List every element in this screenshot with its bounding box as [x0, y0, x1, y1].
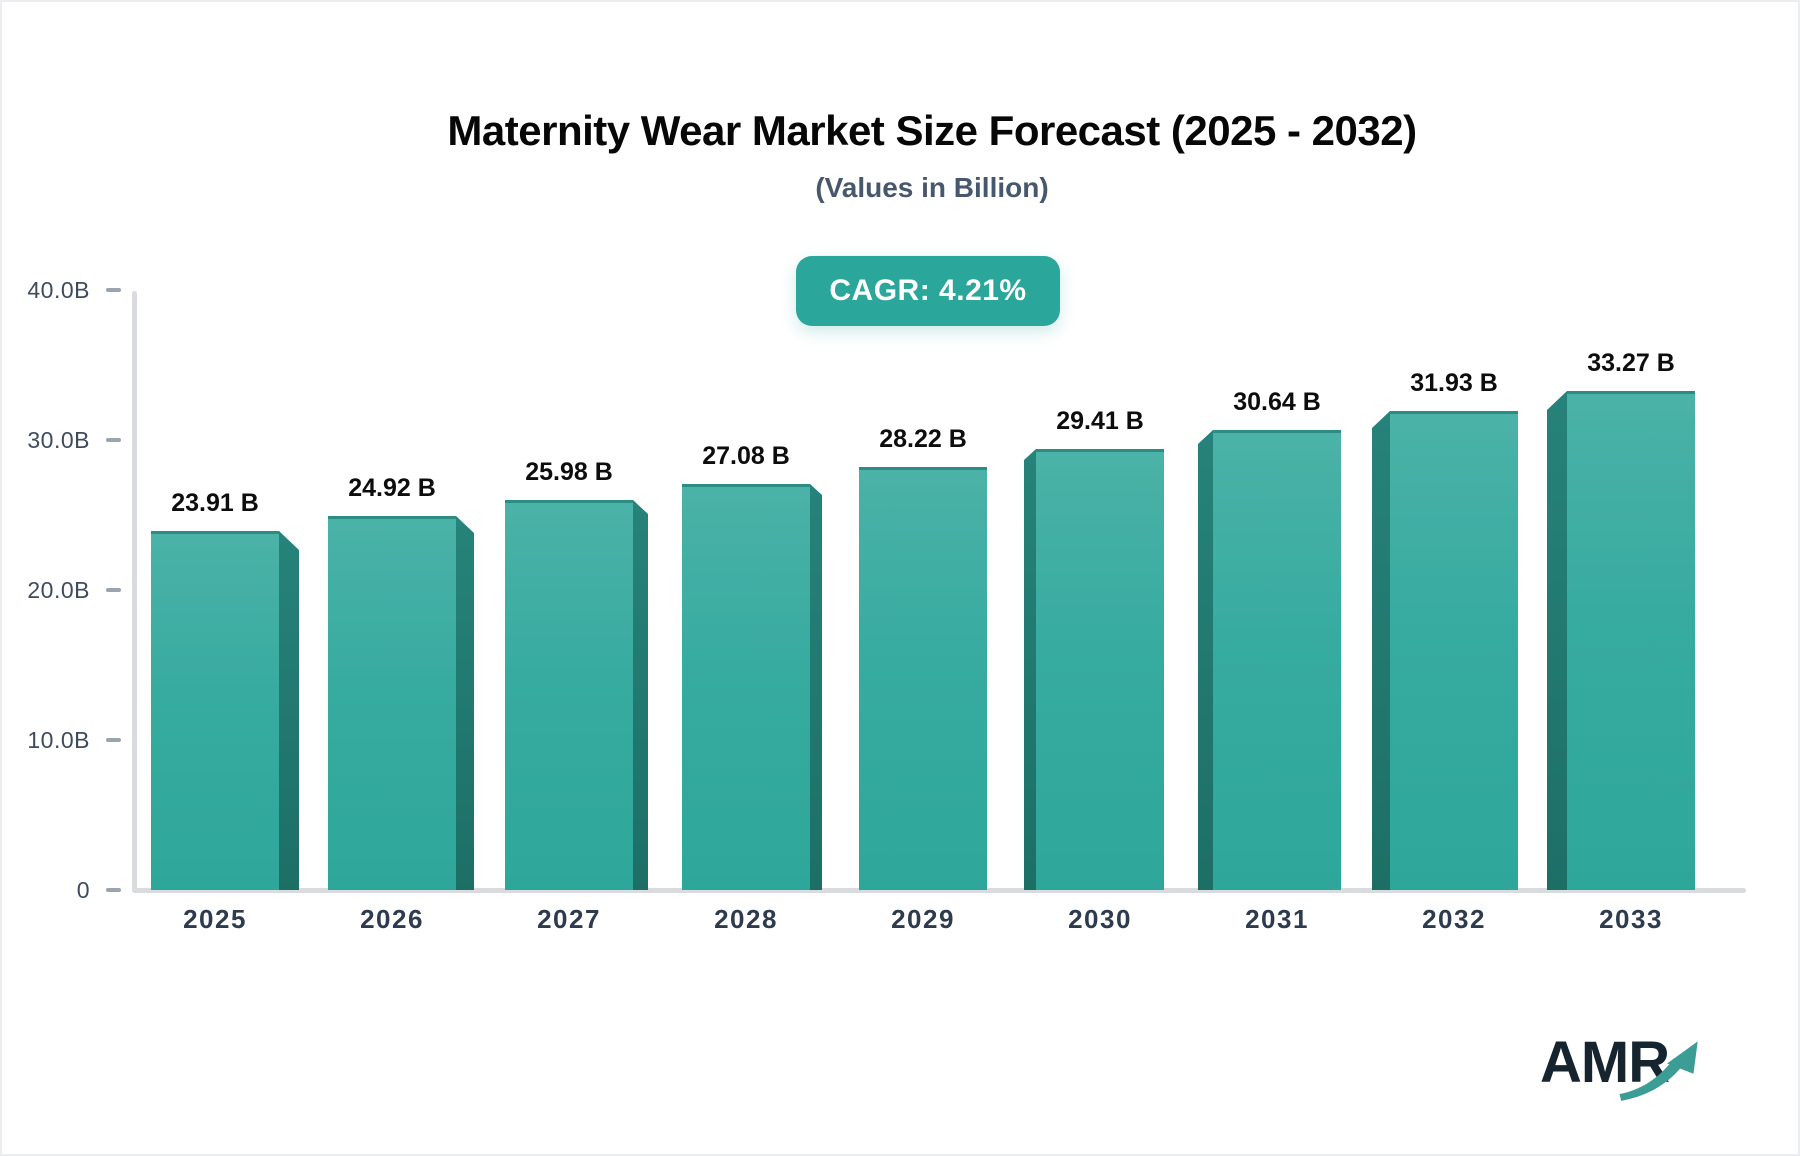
- bar-2033: [1567, 391, 1695, 890]
- y-tick-mark-30.0B: [106, 438, 121, 442]
- bar-2031: [1213, 430, 1341, 890]
- bar-side-2033: [1547, 391, 1567, 890]
- bar-value-label-2033: 33.27 B: [1587, 349, 1675, 377]
- chart-subtitle: (Values in Billion): [815, 172, 1049, 203]
- bar-value-label-2032: 31.93 B: [1410, 369, 1498, 397]
- x-axis-baseline: [132, 888, 1746, 893]
- y-axis-line: [132, 291, 137, 892]
- chart-title: Maternity Wear Market Size Forecast (202…: [447, 107, 1417, 154]
- bar-value-label-2031: 30.64 B: [1233, 388, 1321, 416]
- y-tick-mark-10.0B: [106, 738, 121, 742]
- bar-2028: [682, 484, 810, 890]
- y-tick-label-20.0B: 20.0B: [27, 577, 90, 603]
- y-tick-label-30.0B: 30.0B: [27, 427, 90, 453]
- bar-value-label-2029: 28.22 B: [879, 425, 967, 453]
- bar-side-2030: [1024, 449, 1036, 890]
- bar-value-label-2028: 27.08 B: [702, 442, 790, 470]
- bar-value-label-2026: 24.92 B: [348, 474, 436, 502]
- x-tick-label-2030: 2030: [1068, 904, 1132, 934]
- x-tick-label-2033: 2033: [1599, 904, 1663, 934]
- bar-2030: [1036, 449, 1164, 890]
- bar-value-label-2030: 29.41 B: [1056, 407, 1144, 435]
- y-tick-label-10.0B: 10.0B: [27, 727, 90, 753]
- bar-2029: [859, 467, 987, 890]
- bar-2026: [328, 516, 456, 890]
- x-tick-label-2028: 2028: [714, 904, 778, 934]
- growth-arrow-icon: [1619, 1041, 1698, 1101]
- bar-side-2028: [810, 484, 822, 890]
- y-tick-label-0: 0: [76, 877, 90, 903]
- cagr-badge: CAGR: 4.21%: [796, 256, 1060, 326]
- cagr-badge-label: CAGR: 4.21%: [829, 274, 1027, 307]
- x-tick-label-2029: 2029: [891, 904, 955, 934]
- bar-side-2025: [279, 531, 299, 890]
- bar-value-label-2027: 25.98 B: [525, 458, 613, 486]
- bar-side-2032: [1372, 411, 1390, 890]
- x-tick-label-2032: 2032: [1422, 904, 1486, 934]
- y-tick-mark-20.0B: [106, 588, 121, 592]
- bar-value-label-2025: 23.91 B: [171, 489, 259, 517]
- bar-side-2027: [633, 500, 648, 890]
- bar-side-2026: [456, 516, 474, 890]
- bar-2032: [1390, 411, 1518, 890]
- x-tick-label-2031: 2031: [1245, 904, 1309, 934]
- y-tick-mark-40.0B: [106, 288, 121, 292]
- bar-side-2031: [1198, 430, 1213, 890]
- x-tick-label-2026: 2026: [360, 904, 424, 934]
- y-tick-label-40.0B: 40.0B: [27, 277, 90, 303]
- x-tick-label-2025: 2025: [183, 904, 247, 934]
- bar-2025: [151, 531, 279, 890]
- amr-logo: AMR: [1540, 1032, 1720, 1112]
- bar-2027: [505, 500, 633, 890]
- x-tick-label-2027: 2027: [537, 904, 601, 934]
- y-tick-mark-0: [106, 888, 121, 892]
